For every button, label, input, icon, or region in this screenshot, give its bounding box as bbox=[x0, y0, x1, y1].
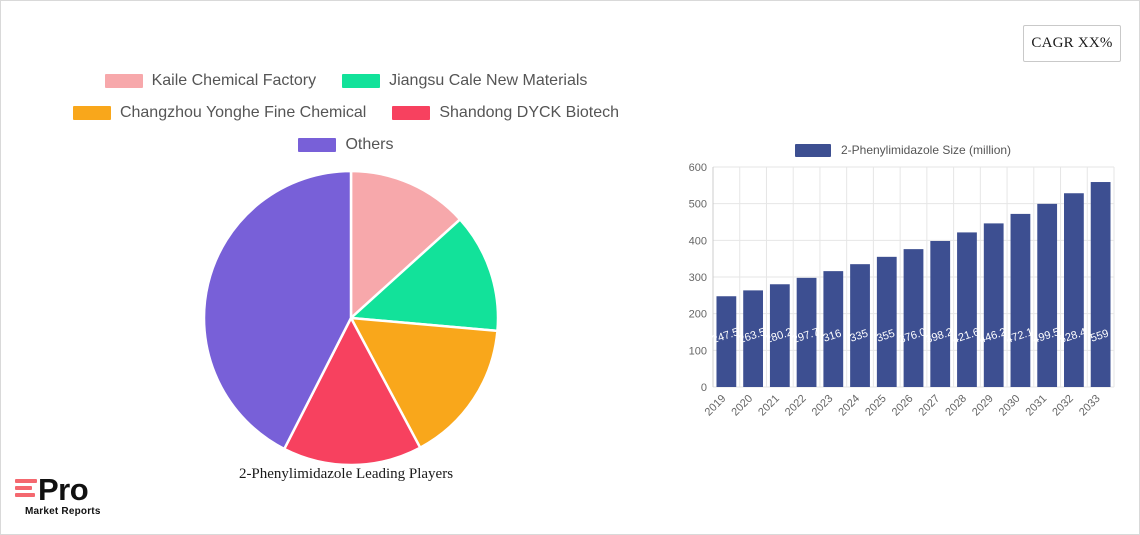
x-axis-tick-label: 2022 bbox=[783, 393, 809, 419]
y-axis-tick-label: 400 bbox=[689, 235, 707, 247]
x-axis-tick-label: 2025 bbox=[863, 393, 889, 419]
bar-value-label: 335 bbox=[849, 328, 870, 345]
x-axis-tick-label: 2020 bbox=[729, 393, 755, 419]
pie-legend-item[interactable]: Others bbox=[298, 136, 394, 153]
y-axis-tick-label: 200 bbox=[689, 309, 707, 321]
bar-value-label: 559 bbox=[1089, 328, 1110, 345]
pie-legend-item[interactable]: Shandong DYCK Biotech bbox=[392, 105, 619, 121]
bar[interactable] bbox=[1064, 193, 1084, 387]
bar[interactable] bbox=[769, 284, 790, 387]
bar[interactable] bbox=[823, 271, 844, 387]
cagr-badge: CAGR XX% bbox=[1023, 25, 1121, 62]
y-axis-tick-label: 0 bbox=[701, 382, 707, 394]
pie-legend-swatch bbox=[72, 106, 111, 120]
bar-x-axis: 2019 2020 2021 2022 2023 2024 2025 2026 2027 2028… bbox=[703, 393, 1103, 419]
logo-bar-3 bbox=[15, 493, 35, 497]
x-axis-tick-label: 2032 bbox=[1050, 393, 1076, 419]
bar[interactable] bbox=[930, 240, 951, 387]
logo-bars-icon bbox=[15, 479, 37, 499]
bar[interactable] bbox=[850, 264, 870, 387]
pie-legend-label: Shandong DYCK Biotech bbox=[439, 104, 620, 121]
bar-value-label: 316 bbox=[822, 328, 843, 345]
pie-chart-svg bbox=[203, 170, 499, 466]
x-axis-tick-label: 2026 bbox=[890, 393, 916, 419]
bar-value-label: 355 bbox=[875, 328, 896, 345]
y-axis-tick-label: 100 bbox=[689, 345, 707, 357]
pie-legend-label: Others bbox=[345, 136, 394, 153]
x-axis-tick-label: 2024 bbox=[836, 393, 862, 419]
pie-chart bbox=[203, 170, 499, 466]
pie-legend-item[interactable]: Kaile Chemical Factory bbox=[104, 72, 317, 89]
pie-legend-swatch bbox=[298, 138, 337, 152]
pie-slice[interactable] bbox=[348, 217, 499, 333]
pie-legend-label: Kaile Chemical Factory bbox=[151, 72, 317, 89]
bar-chart-panel: 2-Phenylimidazole Size (million) 0 100 200… bbox=[677, 143, 1129, 433]
y-axis-tick-label: 300 bbox=[689, 272, 707, 284]
logo-main: Pro bbox=[15, 473, 111, 505]
x-axis-tick-label: 2033 bbox=[1077, 393, 1103, 419]
x-axis-tick-label: 2019 bbox=[703, 393, 729, 419]
pie-slice[interactable] bbox=[348, 316, 499, 450]
pie-legend-label: Jiangsu Cale New Materials bbox=[389, 72, 588, 89]
pie-legend: Kaile Chemical Factory Jiangsu Cale New M… bbox=[1, 61, 691, 153]
bar-legend-label: 2-Phenylimidazole Size (million) bbox=[840, 143, 1012, 157]
logo-bar-1 bbox=[15, 479, 37, 483]
bar[interactable] bbox=[957, 232, 977, 387]
y-axis-tick-label: 600 bbox=[689, 162, 707, 174]
bar-legend: 2-Phenylimidazole Size (million) bbox=[677, 143, 1129, 157]
bar[interactable] bbox=[743, 290, 763, 387]
bar[interactable] bbox=[1037, 203, 1058, 387]
cagr-badge-label: CAGR XX% bbox=[1031, 35, 1113, 51]
x-axis-tick-label: 2028 bbox=[943, 393, 969, 419]
y-axis-tick-label: 500 bbox=[689, 199, 707, 211]
bar[interactable] bbox=[876, 256, 897, 387]
pie-legend-swatch bbox=[104, 74, 143, 88]
pie-chart-panel: Kaile Chemical Factory Jiangsu Cale New M… bbox=[1, 61, 691, 501]
pie-legend-label: Changzhou Yonghe Fine Chemical bbox=[119, 104, 367, 121]
logo-subtitle: Market Reports bbox=[25, 506, 101, 517]
pie-slice[interactable] bbox=[349, 170, 462, 321]
pro-market-reports-logo: Pro Market Reports bbox=[15, 473, 111, 523]
x-axis-tick-label: 2021 bbox=[756, 393, 782, 419]
x-axis-tick-label: 2031 bbox=[1023, 393, 1049, 419]
x-axis-tick-label: 2023 bbox=[810, 393, 836, 419]
x-axis-tick-label: 2029 bbox=[970, 393, 996, 419]
bar[interactable] bbox=[716, 296, 737, 387]
bar[interactable] bbox=[1010, 213, 1031, 387]
bar[interactable] bbox=[903, 249, 924, 387]
pie-slice[interactable] bbox=[282, 315, 422, 466]
bar[interactable] bbox=[983, 223, 1004, 387]
bar[interactable] bbox=[796, 277, 817, 387]
logo-wordmark: Pro bbox=[38, 471, 89, 507]
x-axis-tick-label: 2027 bbox=[917, 393, 943, 419]
x-axis-tick-label: 2030 bbox=[997, 393, 1023, 419]
bar-y-axis: 0 100 200 300 400 500 600 bbox=[689, 162, 707, 394]
pie-legend-item[interactable]: Changzhou Yonghe Fine Chemical bbox=[72, 104, 367, 121]
pie-legend-swatch bbox=[342, 74, 381, 88]
pie-slice[interactable] bbox=[203, 170, 353, 451]
logo-bar-2 bbox=[15, 486, 32, 490]
bar-legend-swatch bbox=[794, 143, 831, 157]
bar[interactable] bbox=[1090, 182, 1111, 387]
pie-legend-swatch bbox=[392, 106, 431, 120]
pie-chart-title: 2-Phenylimidazole Leading Players bbox=[238, 466, 454, 482]
pie-legend-item[interactable]: Jiangsu Cale New Materials bbox=[342, 73, 587, 89]
